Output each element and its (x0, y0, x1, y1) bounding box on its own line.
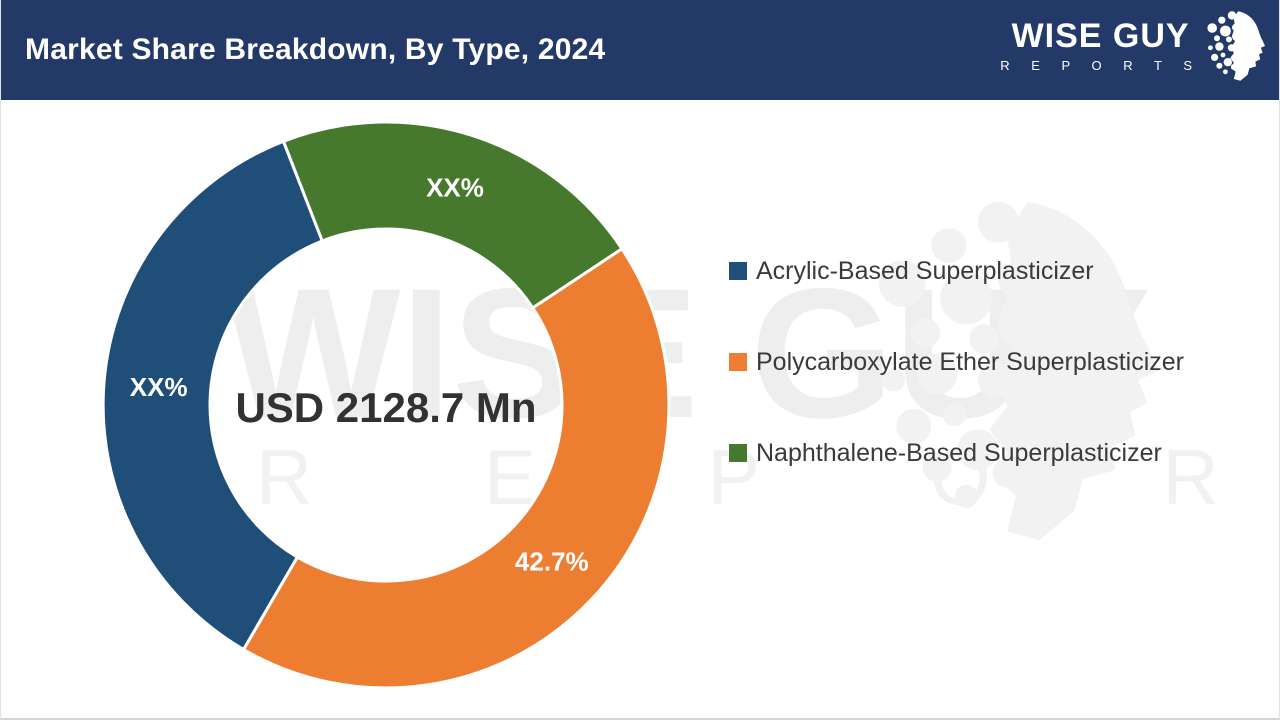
dotted-head-profile-watermark-icon (878, 201, 1159, 541)
donut-chart: XX% XX% 42.7% (101, 120, 671, 690)
donut-slice (242, 247, 671, 690)
slice-label: XX% (130, 372, 188, 402)
legend-swatch (729, 262, 747, 280)
brand-logo-text: WISE GUY R E P O R T S (1000, 17, 1201, 73)
brand-subname: R E P O R T S (1000, 57, 1201, 73)
legend-item: Polycarboxylate Ether Superplasticizer (729, 347, 1184, 377)
chart-legend: Acrylic-Based Superplasticizer Polycarbo… (729, 256, 1184, 468)
legend-swatch (729, 444, 747, 462)
page-title: Market Share Breakdown, By Type, 2024 (25, 33, 606, 66)
slice-label: XX% (426, 173, 484, 203)
dotted-head-profile-icon (1207, 11, 1265, 81)
legend-item: Naphthalene-Based Superplasticizer (729, 438, 1184, 468)
header-bar: Market Share Breakdown, By Type, 2024 WI… (1, 0, 1279, 100)
legend-label: Acrylic-Based Superplasticizer (756, 257, 1094, 285)
legend-swatch (729, 353, 747, 371)
legend-label: Polycarboxylate Ether Superplasticizer (756, 348, 1184, 376)
brand-logo: WISE GUY R E P O R T S (1000, 9, 1265, 83)
brand-name: WISE GUY (1011, 17, 1190, 56)
chart-center-value: USD 2128.7 Mn (235, 384, 537, 431)
donut-slice (101, 139, 324, 651)
donut-slice (281, 120, 624, 310)
slice-label: 42.7% (515, 547, 589, 577)
watermark-text: WISE GUY (226, 251, 1152, 457)
legend-label: Naphthalene-Based Superplasticizer (756, 439, 1162, 467)
legend-item: Acrylic-Based Superplasticizer (729, 256, 1184, 286)
